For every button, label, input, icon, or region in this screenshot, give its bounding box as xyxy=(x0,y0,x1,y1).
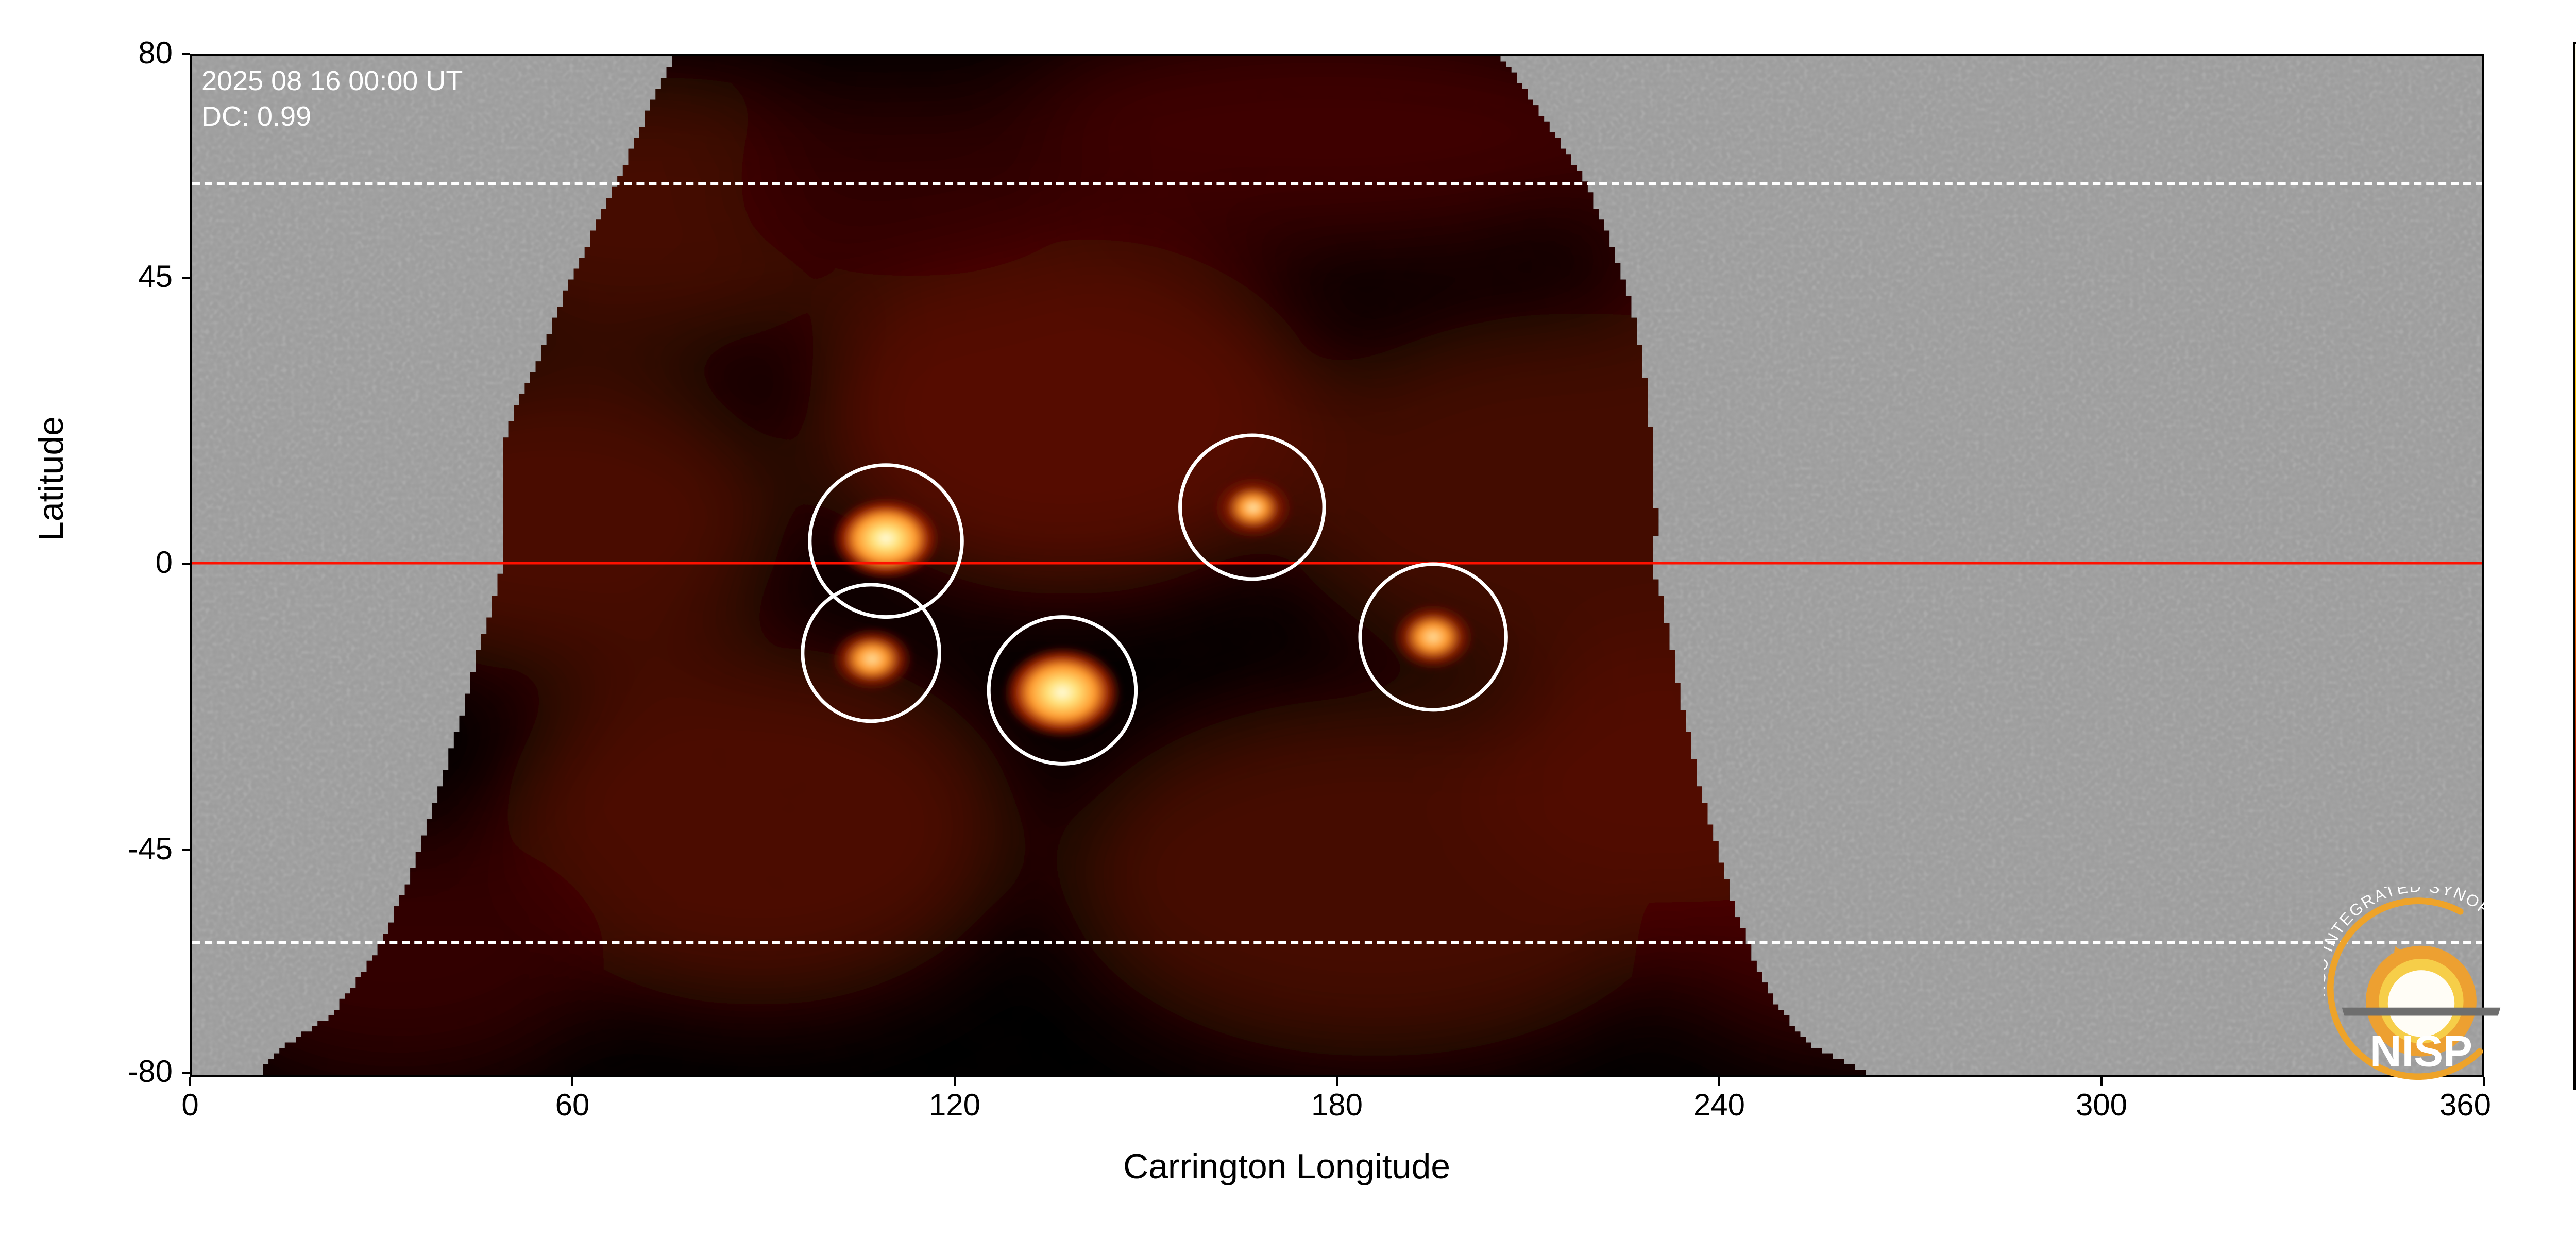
svg-text:NISP: NISP xyxy=(2370,1027,2472,1076)
